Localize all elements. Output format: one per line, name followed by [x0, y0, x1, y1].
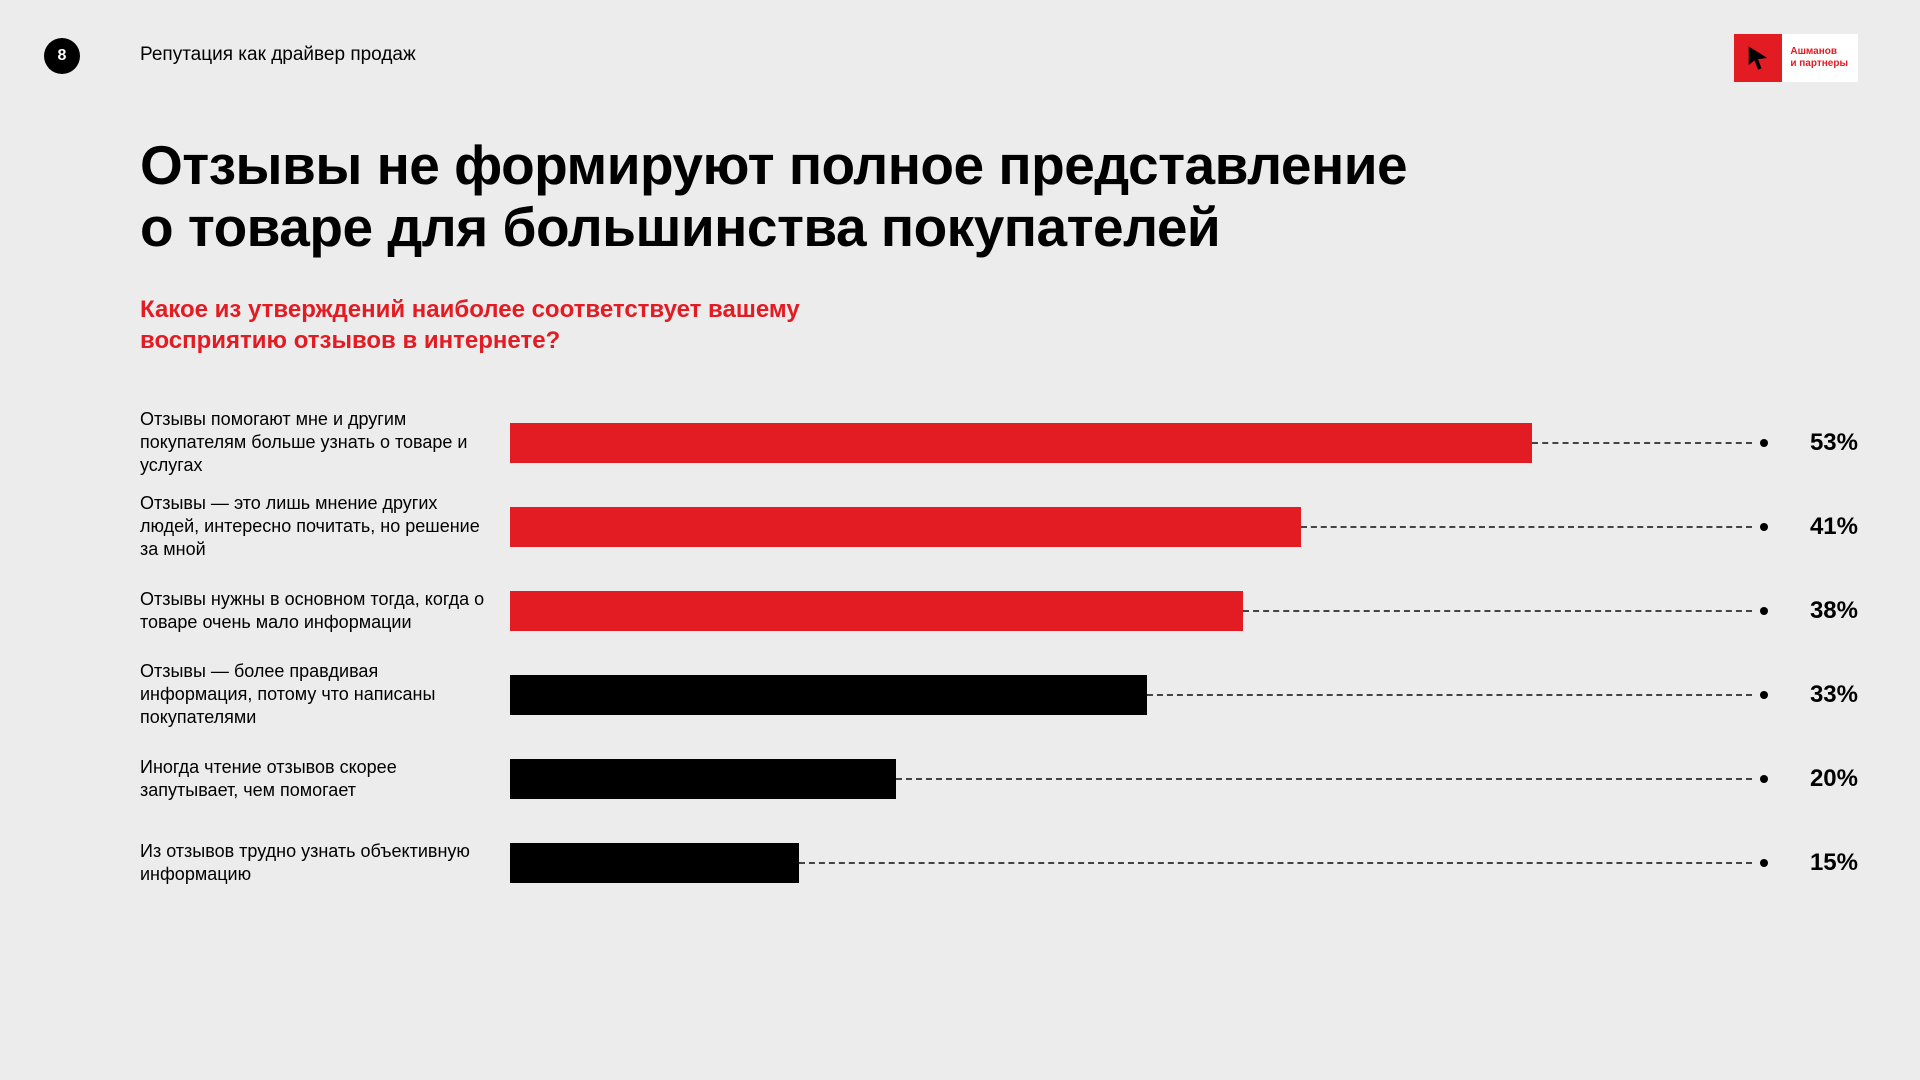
chart-row: Отзывы нужны в основном тогда, когда о т…: [140, 579, 1858, 643]
logo: Ашманов и партнеры: [1734, 34, 1858, 82]
page-title: Отзывы не формируют полное представление…: [140, 135, 1858, 258]
chart-value: 20%: [1788, 765, 1858, 793]
content: Отзывы не формируют полное представление…: [140, 135, 1858, 915]
chart-dash-connector: [896, 778, 1752, 780]
breadcrumb: Репутация как драйвер продаж: [140, 44, 416, 66]
chart-bar: [510, 675, 1147, 715]
chart-bar: [510, 591, 1243, 631]
chart-value: 41%: [1788, 513, 1858, 541]
chart-row-label: Отзывы — более правдивая информация, пот…: [140, 660, 510, 729]
chart-dot: [1760, 439, 1768, 447]
chart-row-track: [510, 759, 1788, 799]
chart-row-track: [510, 843, 1788, 883]
logo-mark: [1734, 34, 1782, 82]
chart-dot: [1760, 859, 1768, 867]
title-line-1: Отзывы не формируют полное представление: [140, 134, 1407, 196]
chart-value: 38%: [1788, 597, 1858, 625]
header: 8 Репутация как драйвер продаж Ашманов и…: [0, 38, 1920, 88]
chart-dash-connector: [799, 862, 1752, 864]
chart-value: 53%: [1788, 429, 1858, 457]
chart-bar: [510, 423, 1532, 463]
chart-row-track: [510, 423, 1788, 463]
chart-row-label: Из отзывов трудно узнать объективную инф…: [140, 840, 510, 886]
chart-value: 33%: [1788, 681, 1858, 709]
page-number-badge: 8: [44, 38, 80, 74]
chart-row: Отзывы помогают мне и другим покупателям…: [140, 411, 1858, 475]
chart-row: Отзывы — это лишь мнение других людей, и…: [140, 495, 1858, 559]
chart-row: Отзывы — более правдивая информация, пот…: [140, 663, 1858, 727]
title-line-2: о товаре для большинства покупателей: [140, 196, 1220, 258]
chart-dash-connector: [1243, 610, 1752, 612]
chart-row-track: [510, 507, 1788, 547]
chart-bar: [510, 759, 896, 799]
chart-row-track: [510, 675, 1788, 715]
logo-text: Ашманов и партнеры: [1782, 46, 1858, 70]
chart-dot: [1760, 523, 1768, 531]
chart-row-track: [510, 591, 1788, 631]
chart-dash-connector: [1147, 694, 1752, 696]
chart-dash-connector: [1532, 442, 1752, 444]
chart-dot: [1760, 607, 1768, 615]
chart-row-label: Отзывы нужны в основном тогда, когда о т…: [140, 588, 510, 634]
chart-dash-connector: [1301, 526, 1752, 528]
chart-row: Иногда чтение отзывов скорее запутывает,…: [140, 747, 1858, 811]
chart-row-label: Отзывы помогают мне и другим покупателям…: [140, 408, 510, 477]
chart-dot: [1760, 775, 1768, 783]
chart-bar: [510, 843, 799, 883]
page-number: 8: [58, 47, 67, 65]
chart-row-label: Отзывы — это лишь мнение других людей, и…: [140, 492, 510, 561]
chart-value: 15%: [1788, 849, 1858, 877]
bar-chart: Отзывы помогают мне и другим покупателям…: [140, 411, 1858, 895]
chart-row-label: Иногда чтение отзывов скорее запутывает,…: [140, 756, 510, 802]
chart-dot: [1760, 691, 1768, 699]
chart-bar: [510, 507, 1301, 547]
chart-question: Какое из утверждений наиболее соответств…: [140, 294, 920, 356]
cursor-icon: [1744, 44, 1772, 72]
chart-row: Из отзывов трудно узнать объективную инф…: [140, 831, 1858, 895]
